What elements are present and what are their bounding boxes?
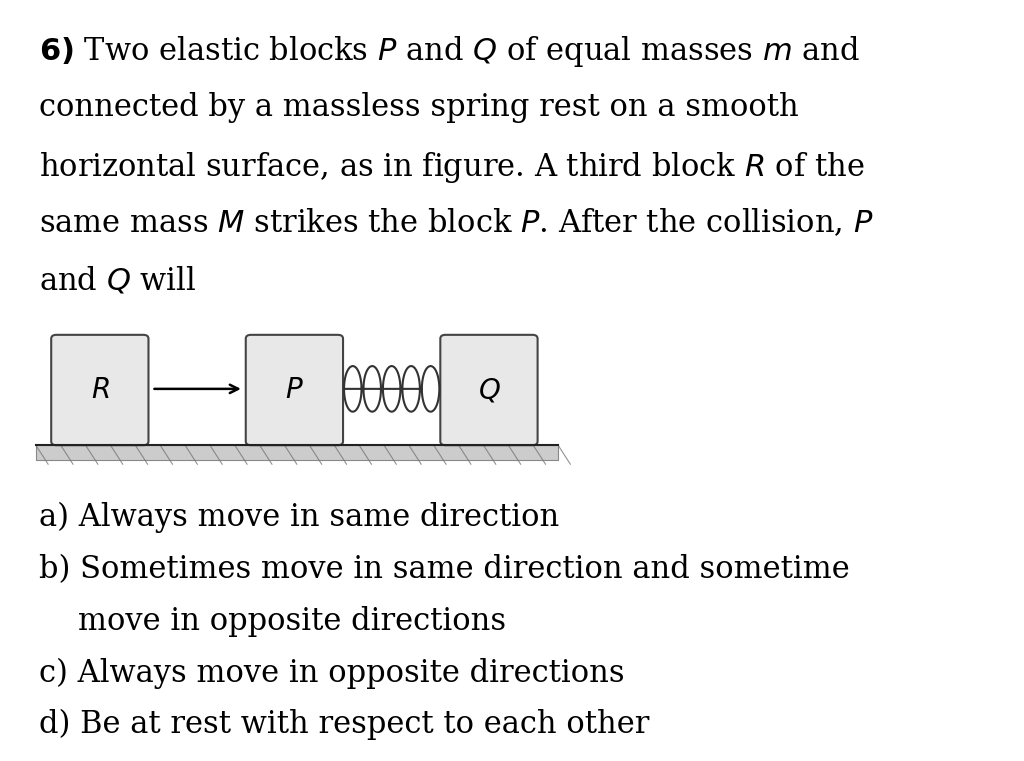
Text: move in opposite directions: move in opposite directions <box>39 606 506 637</box>
FancyBboxPatch shape <box>51 335 148 445</box>
Text: $\mathit{Q}$: $\mathit{Q}$ <box>477 376 501 404</box>
Text: same mass $\mathit{M}$ strikes the block $\mathit{P}$. After the collision, $\ma: same mass $\mathit{M}$ strikes the block… <box>39 208 873 240</box>
Text: and $\mathit{Q}$ will: and $\mathit{Q}$ will <box>39 266 197 297</box>
FancyBboxPatch shape <box>440 335 538 445</box>
Text: connected by a massless spring rest on a smooth: connected by a massless spring rest on a… <box>39 92 799 123</box>
Text: horizontal surface, as in figure. A third block $\mathit{R}$ of the: horizontal surface, as in figure. A thir… <box>39 150 864 185</box>
Text: c) Always move in opposite directions: c) Always move in opposite directions <box>39 658 625 689</box>
Text: b) Sometimes move in same direction and sometime: b) Sometimes move in same direction and … <box>39 554 850 585</box>
Text: $\mathit{P}$: $\mathit{P}$ <box>285 377 304 403</box>
Bar <box>36 445 558 460</box>
Text: $\mathit{R}$: $\mathit{R}$ <box>90 377 110 403</box>
Text: d) Be at rest with respect to each other: d) Be at rest with respect to each other <box>39 709 649 740</box>
Text: $\mathbf{6)}$ Two elastic blocks $\mathit{P}$ and $\mathit{Q}$ of equal masses $: $\mathbf{6)}$ Two elastic blocks $\mathi… <box>39 34 860 69</box>
Text: a) Always move in same direction: a) Always move in same direction <box>39 502 559 533</box>
FancyBboxPatch shape <box>246 335 343 445</box>
